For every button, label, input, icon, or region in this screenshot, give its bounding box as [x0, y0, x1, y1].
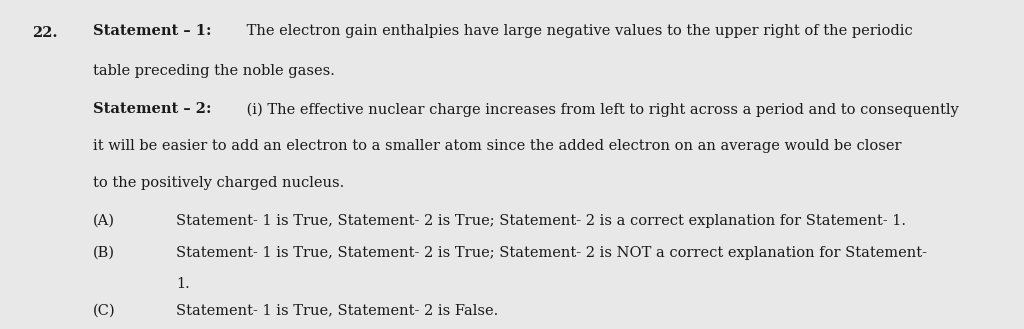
Text: to the positively charged nucleus.: to the positively charged nucleus. [92, 176, 344, 190]
Text: 1.: 1. [176, 277, 189, 291]
Text: 22.: 22. [33, 26, 57, 40]
Text: Statement- 1 is True, Statement- 2 is True; Statement- 2 is a correct explanatio: Statement- 1 is True, Statement- 2 is Tr… [176, 214, 906, 228]
Text: Statement- 1 is True, Statement- 2 is True; Statement- 2 is NOT a correct explan: Statement- 1 is True, Statement- 2 is Tr… [176, 246, 927, 260]
Text: Statement – 2:: Statement – 2: [92, 102, 211, 116]
Text: (A): (A) [92, 214, 115, 228]
Text: it will be easier to add an electron to a smaller atom since the added electron : it will be easier to add an electron to … [92, 139, 901, 153]
Text: (C): (C) [92, 304, 115, 318]
Text: (i) The effective nuclear charge increases from left to right across a period an: (i) The effective nuclear charge increas… [243, 102, 959, 117]
Text: (B): (B) [92, 246, 115, 260]
Text: The electron gain enthalpies have large negative values to the upper right of th: The electron gain enthalpies have large … [243, 24, 913, 38]
Text: table preceding the noble gases.: table preceding the noble gases. [92, 64, 335, 78]
Text: Statement- 1 is True, Statement- 2 is False.: Statement- 1 is True, Statement- 2 is Fa… [176, 304, 498, 318]
Text: Statement – 1:: Statement – 1: [92, 24, 211, 38]
